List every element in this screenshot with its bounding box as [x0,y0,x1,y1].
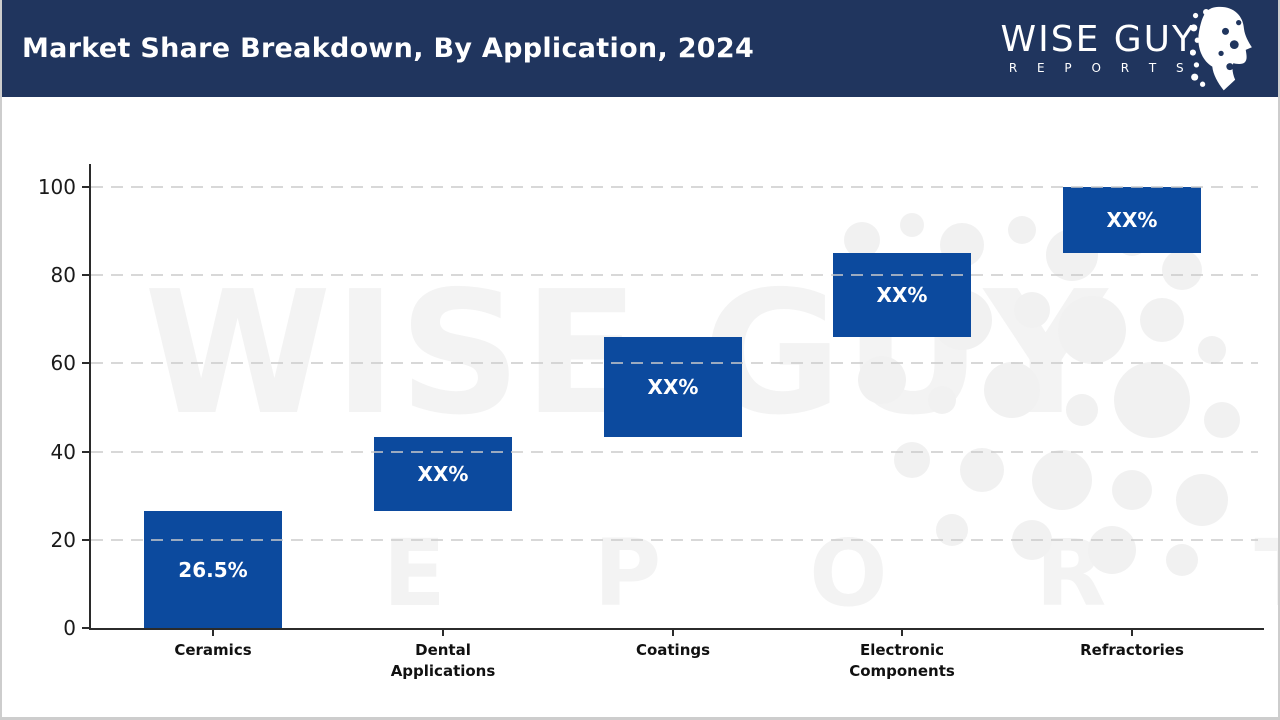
bar-value-label: XX% [1106,208,1158,233]
gridline [91,450,1258,453]
y-tick-mark [82,362,90,365]
bar-dental-applications: XX% [374,437,512,512]
logo-text: WISE GUY R E P O R T S [1000,19,1197,76]
x-tick-label-electronic-components: Electronic Components [849,641,955,680]
x-tick-mark [901,630,903,636]
y-tick-label: 40 [50,439,76,464]
header: Market Share Breakdown, By Application, … [2,0,1278,97]
wiseguy-logo: WISE GUY R E P O R T S [1001,5,1269,93]
gridline [91,362,1258,365]
bar-refractories: XX% [1063,187,1201,254]
y-axis-line [89,164,91,630]
logo-subtitle: R E P O R T S [1008,61,1192,75]
x-tick-label-refractories: Refractories [1080,641,1184,659]
bar-ceramics: 26.5% [144,511,282,628]
chart-title: Market Share Breakdown, By Application, … [22,33,755,64]
y-tick-label: 80 [50,263,76,288]
y-tick-label: 100 [37,175,76,199]
gridline [91,186,1258,188]
x-tick-label-ceramics: Ceramics [174,641,252,659]
logo-head-icon [1190,6,1252,90]
bar-coatings: XX% [604,336,742,438]
bar-value-label: XX% [647,374,699,399]
x-tick-label-coatings: Coatings [635,641,711,659]
gridline [91,538,1258,541]
y-tick-mark [82,186,90,188]
bar-value-label: XX% [876,283,928,308]
y-tick-label: 60 [50,351,76,376]
y-tick-label: 0 [63,616,76,640]
x-axis-line [89,628,1264,630]
x-tick-mark [672,630,674,636]
x-tick-mark [212,630,214,636]
gridline [91,274,1258,277]
y-tick-mark [82,538,90,541]
x-tick-mark [1131,630,1133,636]
bar-value-label: XX% [417,462,469,487]
x-tick-mark [442,630,444,636]
y-tick-mark [82,450,90,453]
bar-electronic-components: XX% [833,253,971,337]
y-tick-mark [82,627,90,629]
bar-value-label: 26.5% [178,557,248,582]
logo-wordmark: WISE GUY [1000,19,1196,60]
y-tick-label: 20 [50,527,76,552]
x-tick-label-dental-applications: Dental Applications [390,641,496,680]
y-tick-mark [82,274,90,277]
